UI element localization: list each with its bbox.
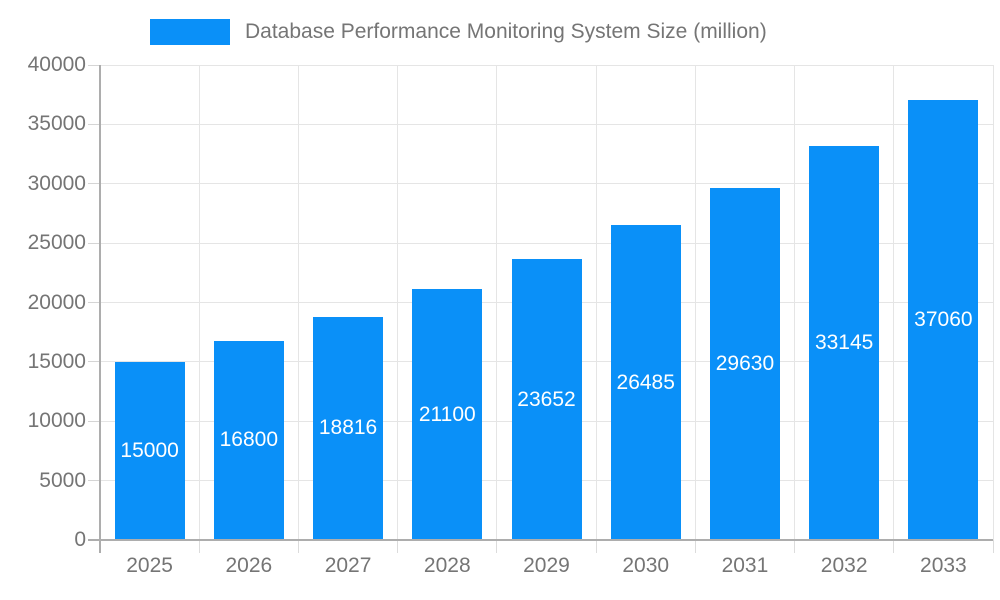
x-axis-label: 2028 [423,554,471,577]
legend-swatch [150,19,230,45]
x-axis-label: 2032 [820,554,868,577]
y-gridline [100,183,993,185]
bar-value-label: 26485 [616,370,675,394]
y-gridline [100,64,993,66]
bar[interactable]: 29630 [709,188,780,540]
x-gridline [198,65,200,540]
x-gridline [496,65,498,540]
x-gridline [893,65,895,540]
x-axis-label: 2029 [523,554,570,577]
bar-value-label: 33145 [814,331,874,355]
bar[interactable]: 16800 [213,340,284,540]
x-tick [794,540,796,553]
bar-value-label: 18816 [318,416,378,440]
bar-value-label: 29630 [715,352,775,376]
x-gridline [297,65,299,540]
x-gridline [992,65,994,540]
bar[interactable]: 18816 [313,316,384,540]
y-tick [88,242,100,244]
bar[interactable]: 23652 [511,259,582,540]
x-gridline [794,65,796,540]
y-tick [88,183,100,185]
y-tick [88,64,100,66]
y-axis-label: 35000 [27,112,86,136]
x-tick [198,540,200,553]
y-axis-label: 10000 [27,409,86,433]
y-gridline [100,242,993,244]
y-tick [88,302,100,303]
bar[interactable]: 21100 [412,289,483,540]
y-tick [88,361,100,363]
x-tick [694,540,696,553]
bar[interactable]: 33145 [809,146,880,540]
y-axis-label: 20000 [27,290,86,314]
y-tick [88,480,100,482]
y-axis-label: 5000 [39,468,86,492]
x-axis-label: 2030 [622,554,670,577]
bar-value-label: 23652 [517,387,576,411]
bar-value-label: 15000 [120,438,179,462]
x-axis-label: 2031 [721,554,769,577]
x-axis-label: 2027 [324,554,372,577]
x-tick [893,540,895,553]
x-tick [297,540,299,553]
bar[interactable]: 15000 [114,361,185,540]
x-tick [992,540,994,553]
y-axis-label: 25000 [27,231,86,255]
x-tick [595,540,597,553]
x-axis-label: 2033 [920,554,967,577]
x-axis-line [88,539,993,541]
y-axis-line [99,65,101,553]
y-tick [88,420,100,422]
y-axis-label: 0 [74,528,86,551]
x-gridline [397,65,399,540]
y-axis-label: 30000 [27,171,86,195]
x-axis-label: 2026 [225,554,273,577]
y-tick [88,123,100,125]
bar-value-label: 37060 [914,307,973,331]
bar[interactable]: 26485 [610,225,681,540]
y-axis-label: 15000 [27,349,86,373]
bar[interactable]: 37060 [908,99,979,540]
x-tick [397,540,399,553]
x-axis-label: 2025 [126,554,173,577]
x-tick [496,540,498,553]
legend-label: Database Performance Monitoring System S… [245,20,767,43]
bar-value-label: 21100 [418,402,476,426]
bar-value-label: 16800 [219,428,279,452]
x-gridline [694,65,696,540]
y-axis-label: 40000 [27,53,86,76]
legend[interactable]: Database Performance Monitoring System S… [150,19,767,45]
x-gridline [595,65,597,540]
y-gridline [100,123,993,125]
